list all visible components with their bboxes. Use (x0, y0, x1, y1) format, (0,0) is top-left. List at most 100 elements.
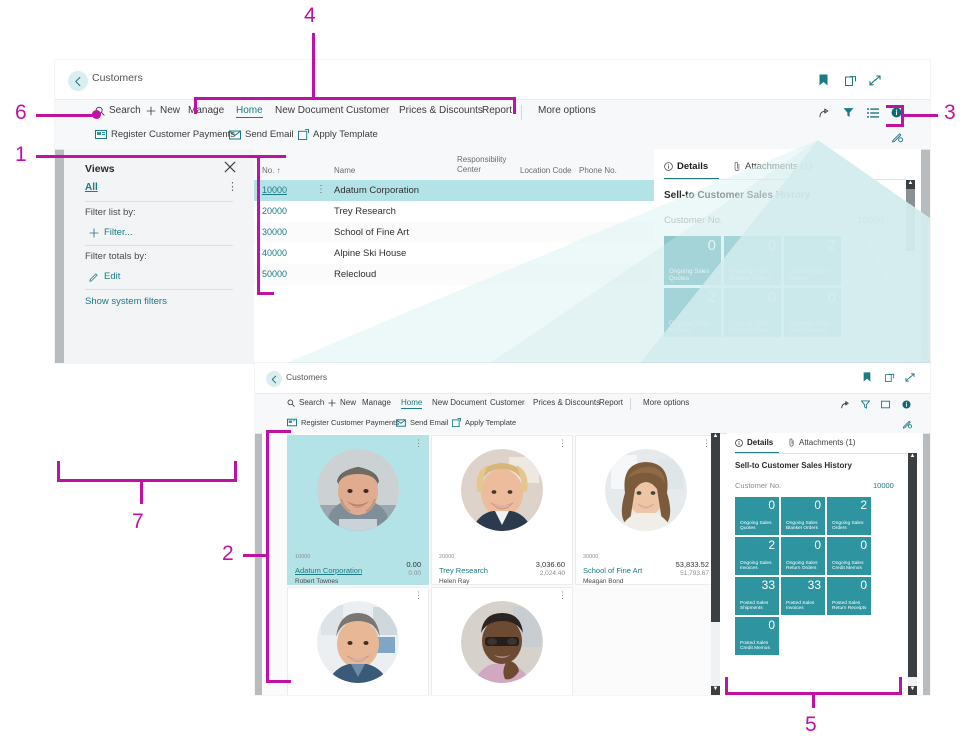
new-button[interactable]: New (146, 105, 180, 116)
register-customer-payments-button[interactable]: Register Customer Payments (287, 418, 399, 427)
column-header-responsibility-center[interactable]: Responsibility Center (457, 155, 507, 175)
customer-card[interactable]: ⋮ (431, 435, 573, 585)
card-name[interactable]: Adatum Corporation (295, 566, 363, 575)
show-system-filters-link[interactable]: Show system filters (85, 296, 167, 307)
bookmark-icon[interactable] (819, 74, 828, 86)
apply-template-button[interactable]: Apply Template (298, 129, 378, 140)
column-header-phone-no[interactable]: Phone No. (579, 166, 617, 175)
column-header-name[interactable]: Name (334, 166, 356, 175)
column-header-no[interactable]: No. ↑ (262, 166, 281, 175)
back-arrow-icon[interactable] (68, 71, 88, 91)
share-icon[interactable] (819, 107, 830, 118)
tab-customer[interactable]: Customer (490, 398, 525, 407)
cell-no[interactable]: 40000 (262, 248, 288, 258)
view-item-all[interactable]: All (85, 182, 98, 193)
tab-manage[interactable]: Manage (362, 398, 391, 407)
bookmark-icon[interactable] (863, 372, 871, 382)
scroll-up-arrow[interactable]: ▲ (908, 453, 917, 462)
collapse-icon[interactable] (905, 373, 915, 382)
tab-attachments[interactable]: Attachments (1) (734, 161, 812, 172)
tile[interactable]: 2 Ongoing Sales Orders (827, 497, 871, 535)
scrollbar-thumb[interactable] (908, 462, 917, 677)
cell-no[interactable]: 50000 (262, 269, 288, 279)
tile[interactable]: 2 Ongoing Sales Invoices (664, 288, 721, 337)
tile[interactable]: 0 Ongoing Sales Blanket Orders (724, 236, 781, 285)
collapse-icon[interactable] (869, 75, 881, 86)
more-options-button[interactable]: More options (538, 105, 596, 116)
tab-details[interactable]: Details (664, 161, 708, 172)
open-in-new-window-icon[interactable] (885, 373, 895, 382)
personalize-icon[interactable] (891, 131, 903, 143)
info-icon[interactable] (902, 400, 911, 409)
customer-card[interactable]: ⋮ (575, 435, 717, 585)
tile[interactable]: 33 Posted Sales Invoices (781, 577, 825, 615)
tab-report[interactable]: Report (599, 398, 623, 407)
edit-totals-button[interactable]: Edit (89, 271, 120, 282)
tile[interactable]: 0 Ongoing Sales Credit Memos (827, 537, 871, 575)
list-view-icon[interactable] (881, 400, 890, 409)
back-arrow-icon[interactable] (266, 371, 282, 387)
tile[interactable]: 0 Ongoing Sales Credit Memos (784, 288, 841, 337)
window1-left-scrollbar[interactable] (55, 60, 64, 363)
tab-attachments[interactable]: Attachments (1) (789, 438, 855, 447)
customer-card[interactable]: ⋮ (287, 587, 429, 695)
tile[interactable]: 0 Ongoing Sales Quotes (735, 497, 779, 535)
card-name[interactable]: School of Fine Art (583, 566, 643, 575)
scrollbar-thumb[interactable] (906, 189, 915, 251)
tile[interactable]: 0 Ongoing Sales Blanket Orders (781, 497, 825, 535)
add-filter-button[interactable]: Filter... (89, 227, 133, 238)
tab-customer[interactable]: Customer (346, 105, 389, 116)
tab-home[interactable]: Home (401, 398, 423, 409)
tile[interactable]: 0 Ongoing Sales Return Orders (781, 537, 825, 575)
tile[interactable]: 0 Ongoing Sales Quotes (664, 236, 721, 285)
tab-report[interactable]: Report (482, 105, 512, 116)
tile[interactable]: 0 Posted Sales Credit Memos (735, 617, 779, 655)
card-name[interactable]: Trey Research (439, 566, 488, 575)
tile[interactable]: 2 Ongoing Sales Invoices (735, 537, 779, 575)
scrollbar-thumb[interactable] (711, 442, 720, 622)
tab-new-document[interactable]: New Document (432, 398, 487, 407)
apply-template-button[interactable]: Apply Template (452, 418, 516, 427)
filter-icon[interactable] (861, 400, 870, 409)
tile[interactable]: 0 Ongoing Sales Return Orders (724, 288, 781, 337)
personalize-icon[interactable] (902, 419, 912, 429)
view-all-more-menu-icon[interactable]: ⋮ (227, 181, 238, 193)
share-icon[interactable] (841, 400, 850, 409)
tab-prices-discounts[interactable]: Prices & Discounts (399, 105, 483, 116)
info-icon[interactable] (891, 107, 902, 118)
card-more-menu-icon[interactable]: ⋮ (558, 590, 567, 600)
tab-details[interactable]: Details (735, 438, 773, 447)
scroll-down-arrow[interactable]: ▼ (711, 686, 720, 695)
card-more-menu-icon[interactable]: ⋮ (414, 590, 423, 600)
card-more-menu-icon[interactable]: ⋮ (702, 438, 711, 448)
window2-right-scrollbar[interactable] (923, 363, 930, 695)
card-gallery-scrollbar[interactable]: ▲ ▼ (711, 433, 720, 695)
register-customer-payments-button[interactable]: Register Customer Payments (95, 129, 235, 140)
list-view-icon[interactable] (867, 108, 879, 118)
tile[interactable]: 0 Posted Sales Return Receipts (827, 577, 871, 615)
tab-prices-discounts[interactable]: Prices & Discounts (533, 398, 600, 407)
more-options-button[interactable]: More options (643, 398, 689, 407)
tab-manage[interactable]: Manage (188, 105, 224, 116)
send-email-button[interactable]: Send Email (396, 418, 448, 427)
card-more-menu-icon[interactable]: ⋮ (414, 438, 423, 448)
window2-left-scrollbar[interactable] (255, 363, 262, 695)
cell-no[interactable]: 20000 (262, 206, 288, 216)
scroll-up-arrow[interactable]: ▲ (906, 180, 915, 189)
customer-card[interactable]: ⋮ (287, 435, 429, 585)
row-more-menu-icon[interactable]: ⋮ (316, 184, 326, 195)
factbox-scrollbar[interactable]: ▲ (906, 180, 915, 363)
scroll-up-arrow[interactable]: ▲ (711, 433, 720, 442)
factbox-scrollbar[interactable]: ▲ ▼ (908, 453, 917, 695)
tile[interactable]: 33 Posted Sales Shipments (735, 577, 779, 615)
filter-icon[interactable] (843, 107, 854, 118)
column-header-location-code[interactable]: Location Code (520, 166, 572, 175)
open-in-new-window-icon[interactable] (845, 75, 857, 86)
tab-new-document[interactable]: New Document (275, 105, 343, 116)
search-button[interactable]: Search (95, 105, 141, 116)
tile[interactable]: 2 Ongoing Sales Orders (784, 236, 841, 285)
cell-no[interactable]: 10000 (262, 185, 288, 195)
card-more-menu-icon[interactable]: ⋮ (558, 438, 567, 448)
close-icon[interactable] (224, 161, 236, 173)
tab-home[interactable]: Home (236, 105, 263, 118)
